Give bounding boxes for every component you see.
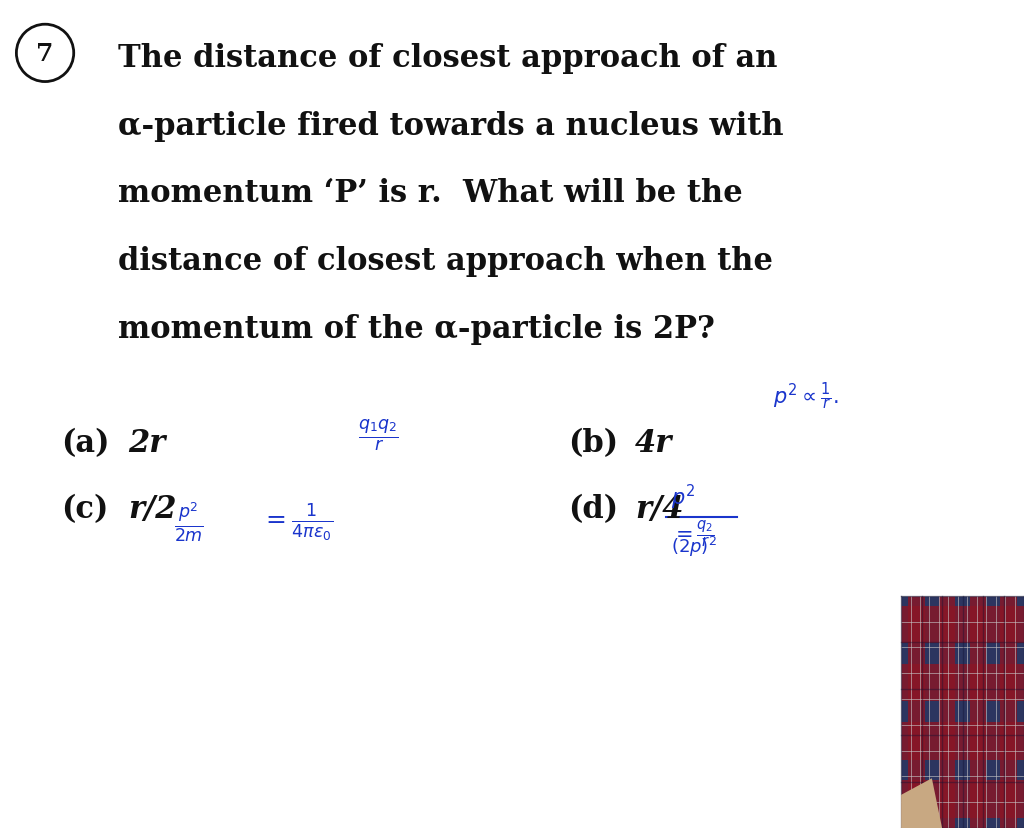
Text: $p^2 \propto \frac{1}{r}$$.$: $p^2 \propto \frac{1}{r}$$.$ bbox=[773, 380, 839, 412]
Text: 7: 7 bbox=[37, 42, 53, 65]
Text: momentum of the α-particle is 2P?: momentum of the α-particle is 2P? bbox=[118, 314, 715, 345]
Polygon shape bbox=[901, 723, 1024, 759]
Polygon shape bbox=[901, 778, 942, 828]
Text: $\frac{p^2}{2m}$: $\frac{p^2}{2m}$ bbox=[174, 499, 204, 544]
Polygon shape bbox=[908, 596, 925, 828]
Text: r/2: r/2 bbox=[128, 493, 176, 525]
Text: The distance of closest approach of an: The distance of closest approach of an bbox=[118, 42, 777, 74]
Text: distance of closest approach when the: distance of closest approach when the bbox=[118, 246, 773, 277]
Polygon shape bbox=[901, 781, 1024, 817]
Polygon shape bbox=[901, 665, 1024, 701]
Text: (a): (a) bbox=[61, 427, 110, 459]
Text: momentum ‘P’ is r.  What will be the: momentum ‘P’ is r. What will be the bbox=[118, 178, 742, 209]
Text: r/4: r/4 bbox=[635, 493, 683, 525]
Text: (d): (d) bbox=[568, 493, 618, 525]
Polygon shape bbox=[1000, 596, 1017, 828]
Polygon shape bbox=[970, 596, 986, 828]
Text: $= \frac{q_2}{r}$: $= \frac{q_2}{r}$ bbox=[671, 518, 715, 550]
Polygon shape bbox=[901, 596, 1024, 828]
Text: $= \frac{1}{4\pi\varepsilon_0}$: $= \frac{1}{4\pi\varepsilon_0}$ bbox=[261, 501, 333, 542]
Text: $\frac{q_1 q_2}{r}$: $\frac{q_1 q_2}{r}$ bbox=[358, 417, 399, 452]
Text: 2r: 2r bbox=[128, 427, 165, 459]
Text: (b): (b) bbox=[568, 427, 618, 459]
Text: (c): (c) bbox=[61, 493, 109, 525]
Polygon shape bbox=[939, 596, 955, 828]
Polygon shape bbox=[901, 607, 1024, 643]
Text: $(2p)^2$: $(2p)^2$ bbox=[671, 534, 717, 558]
Text: $p^2$: $p^2$ bbox=[671, 482, 695, 512]
Text: 4r: 4r bbox=[635, 427, 672, 459]
Text: α-particle fired towards a nucleus with: α-particle fired towards a nucleus with bbox=[118, 110, 783, 142]
